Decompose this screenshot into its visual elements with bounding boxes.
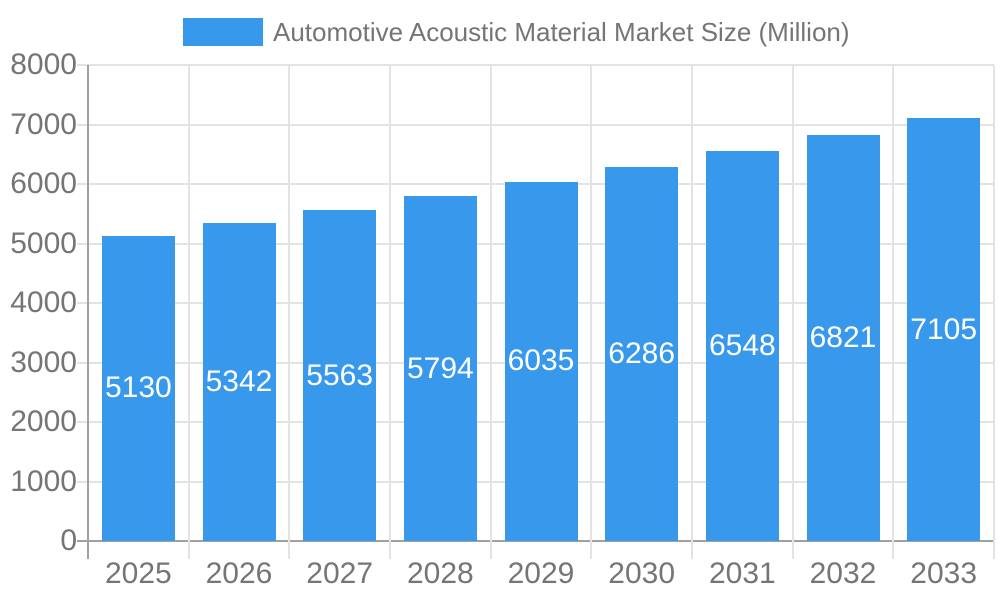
x-axis-tick-label: 2033 [910, 557, 978, 590]
bar [907, 118, 981, 541]
bar-value-label: 6821 [809, 321, 877, 355]
gridline-v [389, 65, 391, 559]
y-axis-tick-label: 6000 [10, 167, 77, 200]
y-axis-tick-label: 2000 [10, 405, 77, 438]
y-axis-tick-label: 4000 [10, 286, 77, 319]
x-axis-tick-label: 2032 [809, 557, 877, 590]
x-axis-tick-label: 2027 [306, 557, 374, 590]
bar [303, 210, 377, 541]
gridline-h [77, 540, 994, 542]
bar [806, 135, 880, 541]
gridline-v [791, 65, 794, 559]
legend-label: Automotive Acoustic Material Market Size… [273, 17, 850, 47]
x-axis-tick-label: 2025 [104, 557, 172, 590]
y-axis-tick-label: 8000 [10, 48, 77, 81]
bar-value-label: 5130 [104, 371, 172, 405]
y-axis-tick-label: 7000 [10, 107, 77, 141]
gridline-v [288, 65, 291, 559]
x-axis-tick-label: 2028 [406, 557, 474, 590]
x-axis-tick-label: 2031 [708, 557, 776, 590]
gridline-v [691, 65, 693, 559]
gridline-h [77, 123, 994, 126]
bar-value-label: 7105 [910, 312, 978, 346]
bar [504, 181, 578, 541]
bar-value-label: 6286 [608, 336, 676, 370]
gridline-v [590, 65, 593, 559]
y-axis-tick-label: 5000 [10, 226, 77, 260]
x-axis-tick-label: 2029 [507, 557, 575, 590]
gridline-h [77, 64, 994, 66]
gridline-v [489, 65, 492, 559]
bar [403, 196, 477, 541]
gridline-v [993, 65, 995, 559]
y-axis-line [87, 65, 89, 559]
bar-value-label: 5342 [205, 365, 273, 399]
y-axis-tick-label: 0 [60, 524, 77, 557]
bar-value-label: 5563 [306, 358, 374, 392]
y-axis-tick-label: 1000 [10, 464, 77, 498]
bar-value-label: 6548 [708, 329, 776, 363]
bar [705, 151, 779, 541]
bar-value-label: 5794 [406, 351, 474, 385]
y-axis-tick-label: 3000 [10, 345, 77, 379]
legend-swatch [183, 18, 263, 46]
legend-item[interactable]: Automotive Acoustic Material Market Size… [183, 18, 850, 46]
gridline-v [892, 65, 895, 559]
bar [101, 235, 175, 541]
bar [202, 223, 276, 541]
bar-value-label: 6035 [507, 344, 575, 378]
bar [605, 166, 679, 541]
x-axis-tick-label: 2026 [205, 557, 273, 590]
gridline-v [187, 65, 190, 559]
x-axis-tick-label: 2030 [608, 557, 676, 590]
